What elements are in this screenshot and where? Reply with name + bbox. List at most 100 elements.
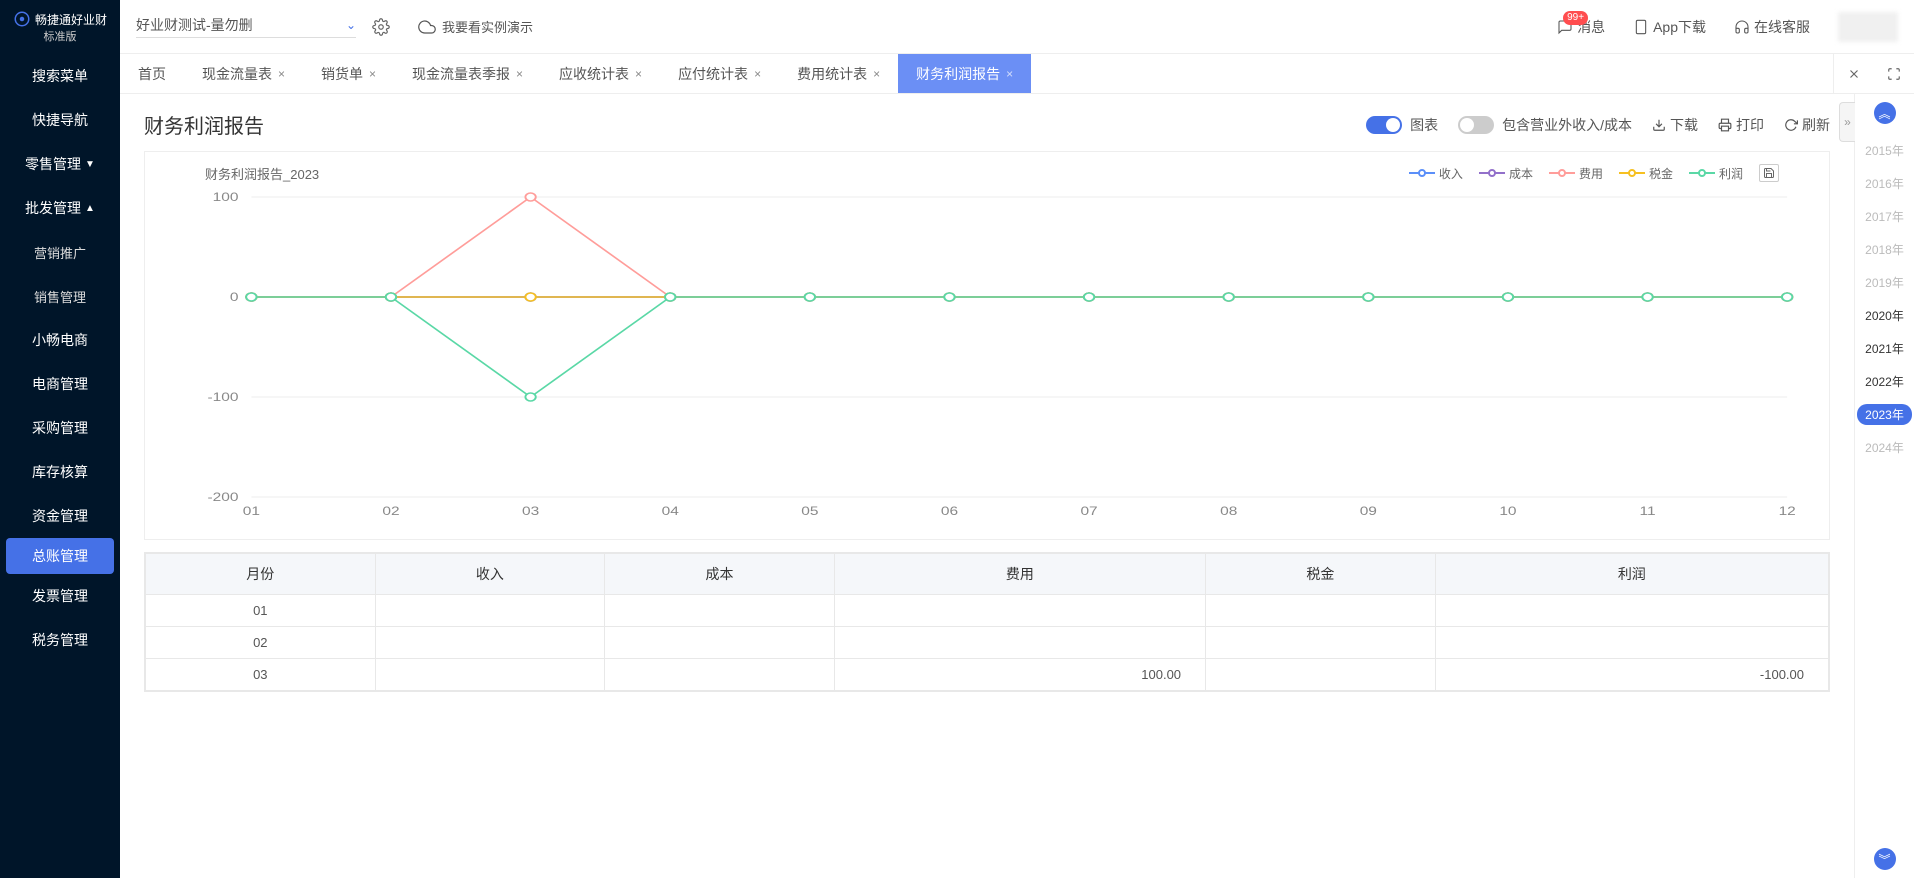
nav-item[interactable]: 电商管理 (0, 362, 120, 406)
year-item[interactable]: 2020年 (1857, 305, 1912, 326)
demo-link[interactable]: 我要看实例演示 (418, 17, 533, 36)
chart-save-button[interactable] (1759, 164, 1779, 182)
svg-text:12: 12 (1779, 504, 1796, 518)
year-item[interactable]: 2021年 (1857, 338, 1912, 359)
chart-area: 财务利润报告_2023 收入成本费用税金利润 1000-100-20001020… (144, 151, 1830, 540)
legend-item[interactable]: 成本 (1479, 164, 1533, 182)
nav-item[interactable]: 采购管理 (0, 406, 120, 450)
legend-item[interactable]: 税金 (1619, 164, 1673, 182)
nav-item[interactable]: 销售管理 (0, 274, 120, 318)
extra-income-toggle[interactable] (1458, 116, 1494, 134)
table-cell: -100.00 (1435, 659, 1828, 691)
avatar[interactable] (1838, 12, 1898, 42)
print-button[interactable]: 打印 (1718, 115, 1764, 135)
tab[interactable]: 应收统计表× (541, 54, 660, 93)
table-row: 02 (146, 627, 1829, 659)
chart-toggle[interactable] (1366, 116, 1402, 134)
save-icon (1763, 167, 1775, 179)
svg-text:03: 03 (522, 504, 540, 518)
nav-item-label: 资金管理 (32, 506, 88, 526)
brand-logo: 畅捷通好业财 标准版 (0, 0, 120, 54)
nav-item[interactable]: 搜索菜单 (0, 54, 120, 98)
refresh-icon (1784, 118, 1798, 132)
nav-item[interactable]: 税务管理 (0, 618, 120, 662)
svg-text:02: 02 (382, 504, 399, 518)
nav-item[interactable]: 快捷导航 (0, 98, 120, 142)
tab[interactable]: 现金流量表× (184, 54, 303, 93)
table-header: 利润 (1435, 554, 1828, 595)
org-selector[interactable]: 好业财测试-量勿删 ⌄ (136, 15, 356, 38)
app-download-button[interactable]: App下载 (1625, 17, 1714, 37)
close-icon[interactable]: × (369, 67, 376, 81)
svg-text:05: 05 (801, 504, 819, 518)
year-down-button[interactable]: ︾ (1874, 848, 1896, 870)
messages-button[interactable]: 99+ 消息 (1549, 17, 1613, 37)
nav-item-label: 批发管理 (25, 198, 81, 218)
fullscreen-button[interactable] (1874, 67, 1914, 81)
tab[interactable]: 销货单× (303, 54, 394, 93)
nav-item-label: 快捷导航 (32, 110, 88, 130)
print-icon (1718, 118, 1732, 132)
download-icon (1652, 118, 1666, 132)
tab[interactable]: 费用统计表 × (779, 54, 898, 93)
legend-item[interactable]: 利润 (1689, 164, 1743, 182)
tab[interactable]: 首页 (120, 54, 184, 93)
nav-item-label: 税务管理 (32, 630, 88, 650)
download-button[interactable]: 下载 (1652, 115, 1698, 135)
close-icon[interactable]: × (1006, 67, 1013, 81)
nav-item[interactable]: 小畅电商 (0, 318, 120, 362)
year-item[interactable]: 2022年 (1857, 371, 1912, 392)
close-icon[interactable]: × (754, 67, 761, 81)
nav-item[interactable]: 发票管理 (0, 574, 120, 618)
nav-item-label: 总账管理 (32, 546, 88, 566)
year-item[interactable]: 2023年 (1857, 404, 1912, 425)
svg-text:100: 100 (213, 190, 239, 204)
table-cell (375, 627, 605, 659)
close-icon[interactable]: × (516, 67, 523, 81)
nav-item[interactable]: 资金管理 (0, 494, 120, 538)
close-icon[interactable]: × (635, 67, 642, 81)
nav-item[interactable]: 总账管理 (6, 538, 114, 574)
close-icon[interactable]: × (873, 67, 880, 81)
nav-item[interactable]: 批发管理▲ (0, 186, 120, 230)
cloud-icon (418, 18, 436, 36)
tab[interactable]: 应付统计表× (660, 54, 779, 93)
chart-legend: 收入 成本 费用税金利润 (1409, 164, 1779, 182)
nav-item[interactable]: 库存核算 (0, 450, 120, 494)
nav-item-label: 库存核算 (32, 462, 88, 482)
year-item: 2015年 (1857, 140, 1912, 161)
close-icon[interactable]: × (278, 67, 285, 81)
legend-label: 费用 (1579, 165, 1603, 182)
chevron-icon: ▼ (85, 159, 95, 170)
page-title: 财务利润报告 (144, 110, 264, 139)
legend-label: 收入 (1439, 165, 1463, 182)
table-cell (834, 595, 1205, 627)
tab-label: 费用统计表 (797, 64, 867, 84)
tab[interactable]: 财务利润报告 × (898, 54, 1031, 93)
refresh-button[interactable]: 刷新 (1784, 115, 1830, 135)
tabs-row: 首页现金流量表×销货单×现金流量表季报×应收统计表×应付统计表×费用统计表×财务… (120, 54, 1914, 94)
close-all-tabs-button[interactable] (1834, 67, 1874, 81)
rail-expand-button[interactable]: » (1839, 102, 1855, 142)
year-item: 2024年 (1857, 437, 1912, 458)
settings-button[interactable] (368, 14, 394, 40)
app-download-label: App下载 (1653, 17, 1706, 37)
download-label: 下载 (1670, 115, 1698, 135)
legend-label: 成本 (1509, 165, 1533, 182)
tab[interactable]: 现金流量表季报 × (394, 54, 541, 93)
brand-name: 畅捷通好业财 (35, 11, 107, 28)
tab-label: 财务利润报告 (916, 64, 1000, 84)
nav-item[interactable]: 营销推广 (0, 230, 120, 274)
gear-icon (372, 18, 390, 36)
tab-label: 现金流量表季报 (412, 64, 510, 84)
tab-label: 首页 (138, 64, 166, 84)
table-cell (1206, 659, 1436, 691)
chevron-down-icon: ⌄ (346, 18, 356, 32)
table-row: 03100.00-100.00 (146, 659, 1829, 691)
legend-item[interactable]: 费用 (1549, 164, 1603, 182)
year-up-button[interactable]: ︽ (1874, 102, 1896, 124)
customer-service-button[interactable]: 在线客服 (1726, 17, 1818, 37)
topbar: 好业财测试-量勿删 ⌄ 我要看实例演示 99+ 消息 App下载 (120, 0, 1914, 54)
legend-item[interactable]: 收入 (1409, 164, 1463, 182)
nav-item[interactable]: 零售管理▼ (0, 142, 120, 186)
